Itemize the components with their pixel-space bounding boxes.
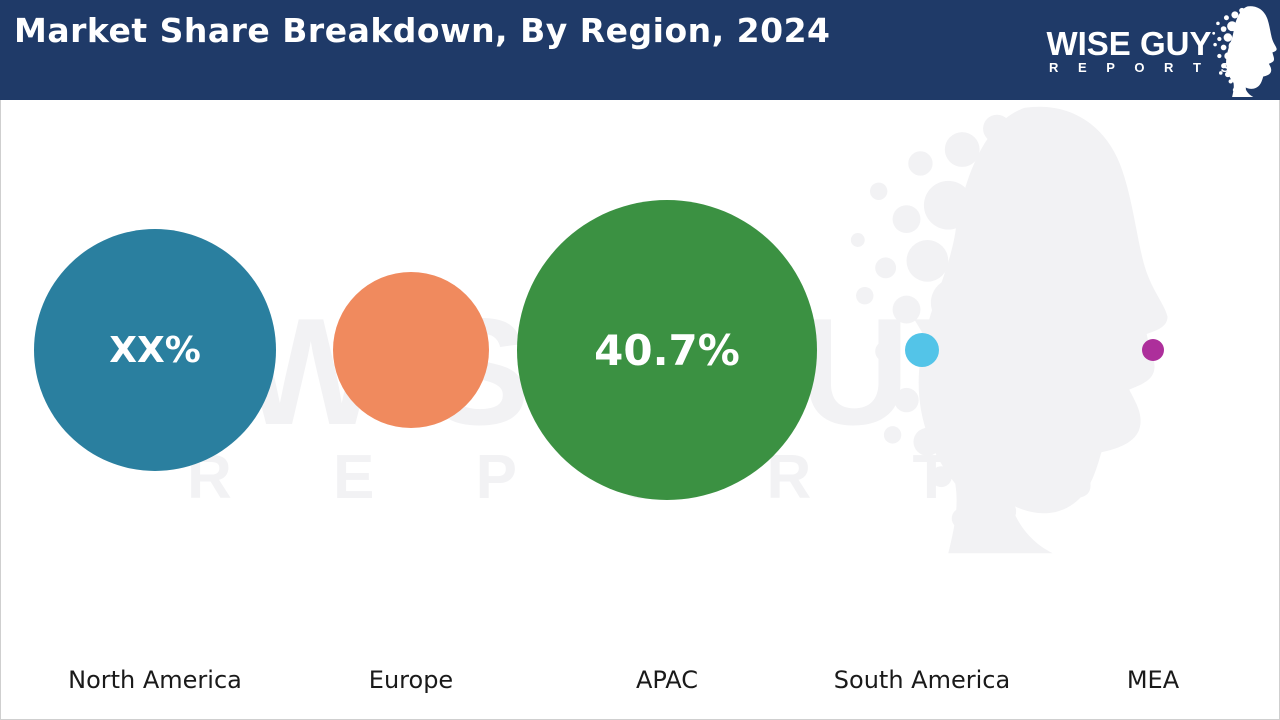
category-label-europe: Europe <box>368 666 454 694</box>
page-title: Market Share Breakdown, By Region, 2024 <box>14 11 831 50</box>
brand-tagline: R E P O R T S <box>1049 60 1238 75</box>
bubble-mea <box>1142 339 1164 361</box>
category-label-north-america: North America <box>68 666 242 694</box>
watermark-dot-face-icon <box>850 106 1168 554</box>
bubble-europe <box>333 272 489 428</box>
category-label-south-america: South America <box>833 666 1011 694</box>
bubble-chart: WISE GUY R E P O R T S XX%40.7% North Am… <box>0 100 1280 720</box>
bubble-apac: 40.7% <box>517 200 817 500</box>
category-label-apac: APAC <box>635 666 699 694</box>
brand-name: WISE GUY <box>1046 25 1212 62</box>
brand-logo: WISE GUY R E P O R T S <box>1035 0 1280 100</box>
bubble-value-apac: 40.7% <box>594 325 740 375</box>
dot-face-logo-icon <box>1212 6 1277 97</box>
bubble-value-north-america: XX% <box>109 329 201 371</box>
category-label-mea: MEA <box>1126 666 1180 694</box>
header-bar: Market Share Breakdown, By Region, 2024 … <box>0 0 1280 100</box>
bubble-north-america: XX% <box>34 229 276 471</box>
bubble-south-america <box>905 333 939 367</box>
